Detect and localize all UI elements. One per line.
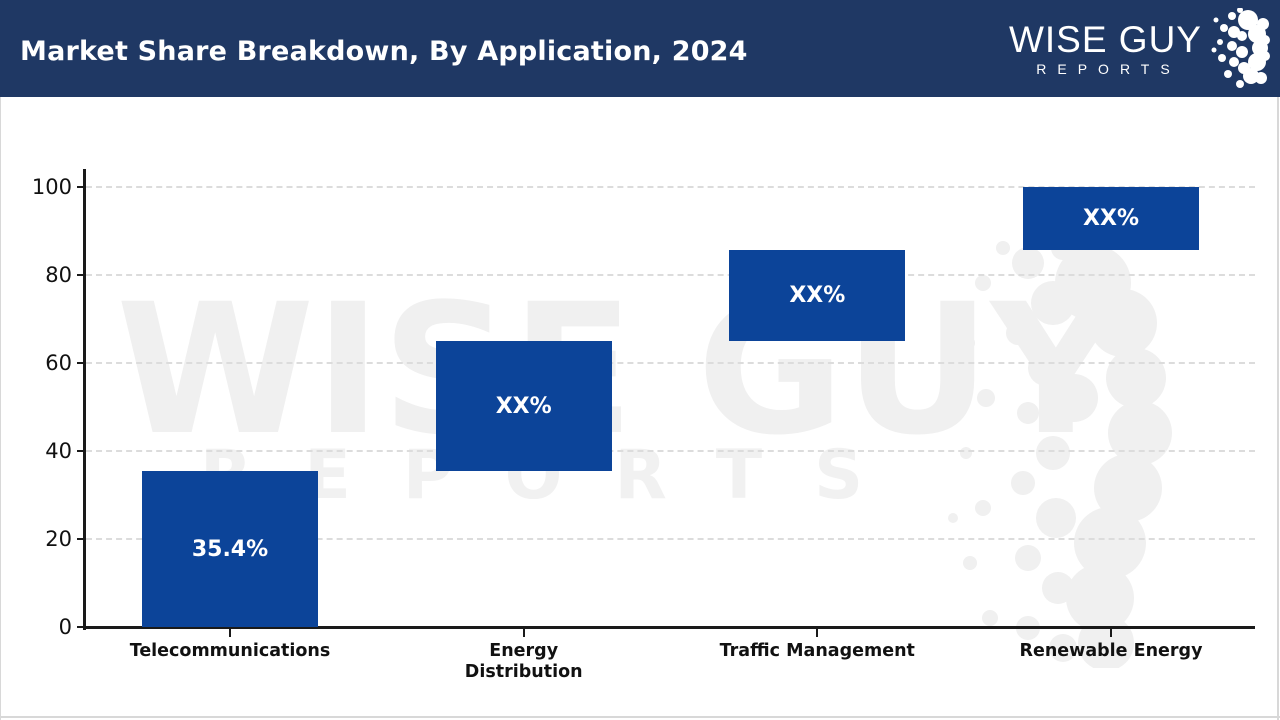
x-tick: [1110, 629, 1112, 637]
bar-renewable-energy: XX%: [1023, 187, 1199, 250]
x-tick: [229, 629, 231, 637]
bar-value-label: XX%: [789, 282, 846, 308]
watermark-face-icon: [943, 236, 1172, 668]
x-axis-label: Telecommunications: [129, 641, 331, 661]
x-axis-label: Renewable Energy: [1019, 641, 1203, 661]
x-tick: [816, 629, 819, 637]
x-axis: [83, 626, 1255, 629]
gridline: [86, 274, 1255, 276]
image-border-right: [1277, 97, 1279, 720]
bar-traffic-management: XX%: [729, 249, 906, 341]
y-tick: [77, 450, 85, 452]
gridline: [86, 186, 1255, 188]
watermark-wordmark: WISE GUY: [116, 266, 1122, 475]
bar-value-label: XX%: [495, 393, 552, 419]
gridline: [86, 538, 1255, 540]
gridline: [86, 450, 1255, 452]
y-tick-label: 100: [31, 175, 72, 199]
y-tick: [77, 626, 85, 628]
image-border-bottom: [0, 716, 1280, 718]
bar-value-label: 35.4%: [191, 536, 269, 562]
x-axis-label: Energy Distribution: [464, 641, 583, 682]
brand-face-icon: [1211, 8, 1270, 88]
y-tick-label: 0: [58, 615, 72, 639]
bar-energy-distribution: XX%: [435, 341, 612, 472]
gridline: [86, 362, 1255, 364]
y-tick: [77, 538, 85, 540]
x-axis-label: Traffic Management: [719, 641, 915, 661]
brand-wordmark: WISE GUY REPORTS: [1008, 18, 1202, 77]
y-tick-label: 20: [45, 527, 72, 551]
y-tick-label: 40: [45, 439, 72, 463]
brand-wordmark-line1: WISE GUY: [1008, 18, 1202, 60]
y-tick-label: 60: [45, 351, 72, 375]
brand-wordmark-line2: REPORTS: [1036, 60, 1181, 77]
page-title: Market Share Breakdown, By Application, …: [20, 36, 748, 67]
y-tick: [77, 362, 85, 364]
header: Market Share Breakdown, By Application, …: [0, 0, 1280, 97]
bar-value-label: XX%: [1083, 205, 1139, 231]
y-tick-label: 80: [45, 263, 72, 287]
y-tick: [77, 186, 85, 188]
image-border-left: [0, 97, 1, 720]
bar-telecommunications: 35.4%: [142, 471, 318, 627]
y-tick: [77, 274, 85, 276]
y-axis: [83, 169, 86, 630]
brand-logo: WISE GUY REPORTS: [1009, 8, 1270, 88]
x-tick: [522, 629, 525, 637]
